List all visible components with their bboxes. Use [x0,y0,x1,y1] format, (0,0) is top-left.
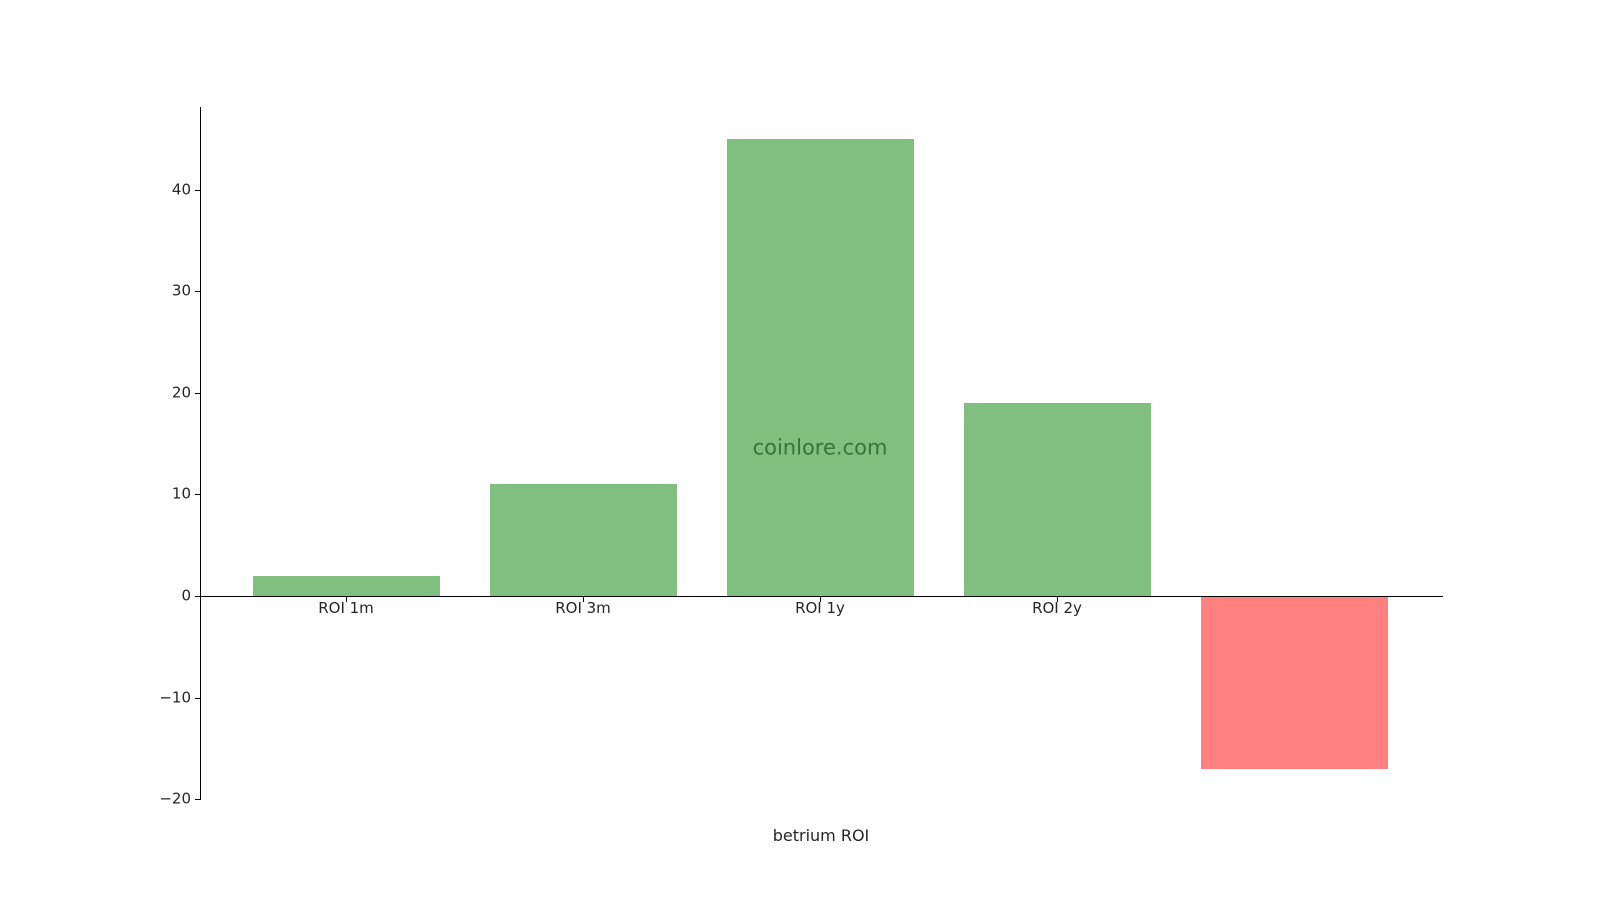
y-tick-30 [195,291,200,293]
y-tick-20 [195,392,200,394]
y-tick-10 [195,494,200,496]
y-tick-label-30: 30 [171,281,191,300]
x-axis-spine [200,596,1443,597]
y-tick-label-40: 40 [171,180,191,199]
watermark-text: coinlore.com [752,435,888,460]
x-tick-label-roi-3m: ROI 3m [555,599,611,617]
bar-5 [1200,596,1388,769]
x-tick-roi-1y [820,597,821,602]
y-tick-label-0: 0 [181,586,191,605]
y-axis-spine [200,107,201,801]
bar-roi-1y [726,138,914,596]
y-tick-label--10: −10 [159,688,191,707]
x-axis-title: betrium ROI [772,826,870,845]
bar-roi-2y [963,402,1151,596]
y-tick-label--20: −20 [159,789,191,808]
x-tick-label-roi-2y: ROI 2y [1032,599,1082,617]
y-tick-label-20: 20 [171,383,191,402]
bar-roi-1m [252,575,440,596]
y-tick--10 [195,697,200,699]
x-tick-roi-2y [1057,597,1058,602]
x-tick-roi-1m [346,597,347,602]
y-tick-label-10: 10 [171,484,191,503]
x-tick-label-roi-1m: ROI 1m [318,599,374,617]
y-tick--20 [195,799,200,801]
bar-roi-3m [489,484,677,596]
y-tick-0 [195,596,200,597]
y-tick-40 [195,189,200,191]
x-tick-roi-3m [583,597,584,602]
x-tick-label-roi-1y: ROI 1y [795,599,845,617]
